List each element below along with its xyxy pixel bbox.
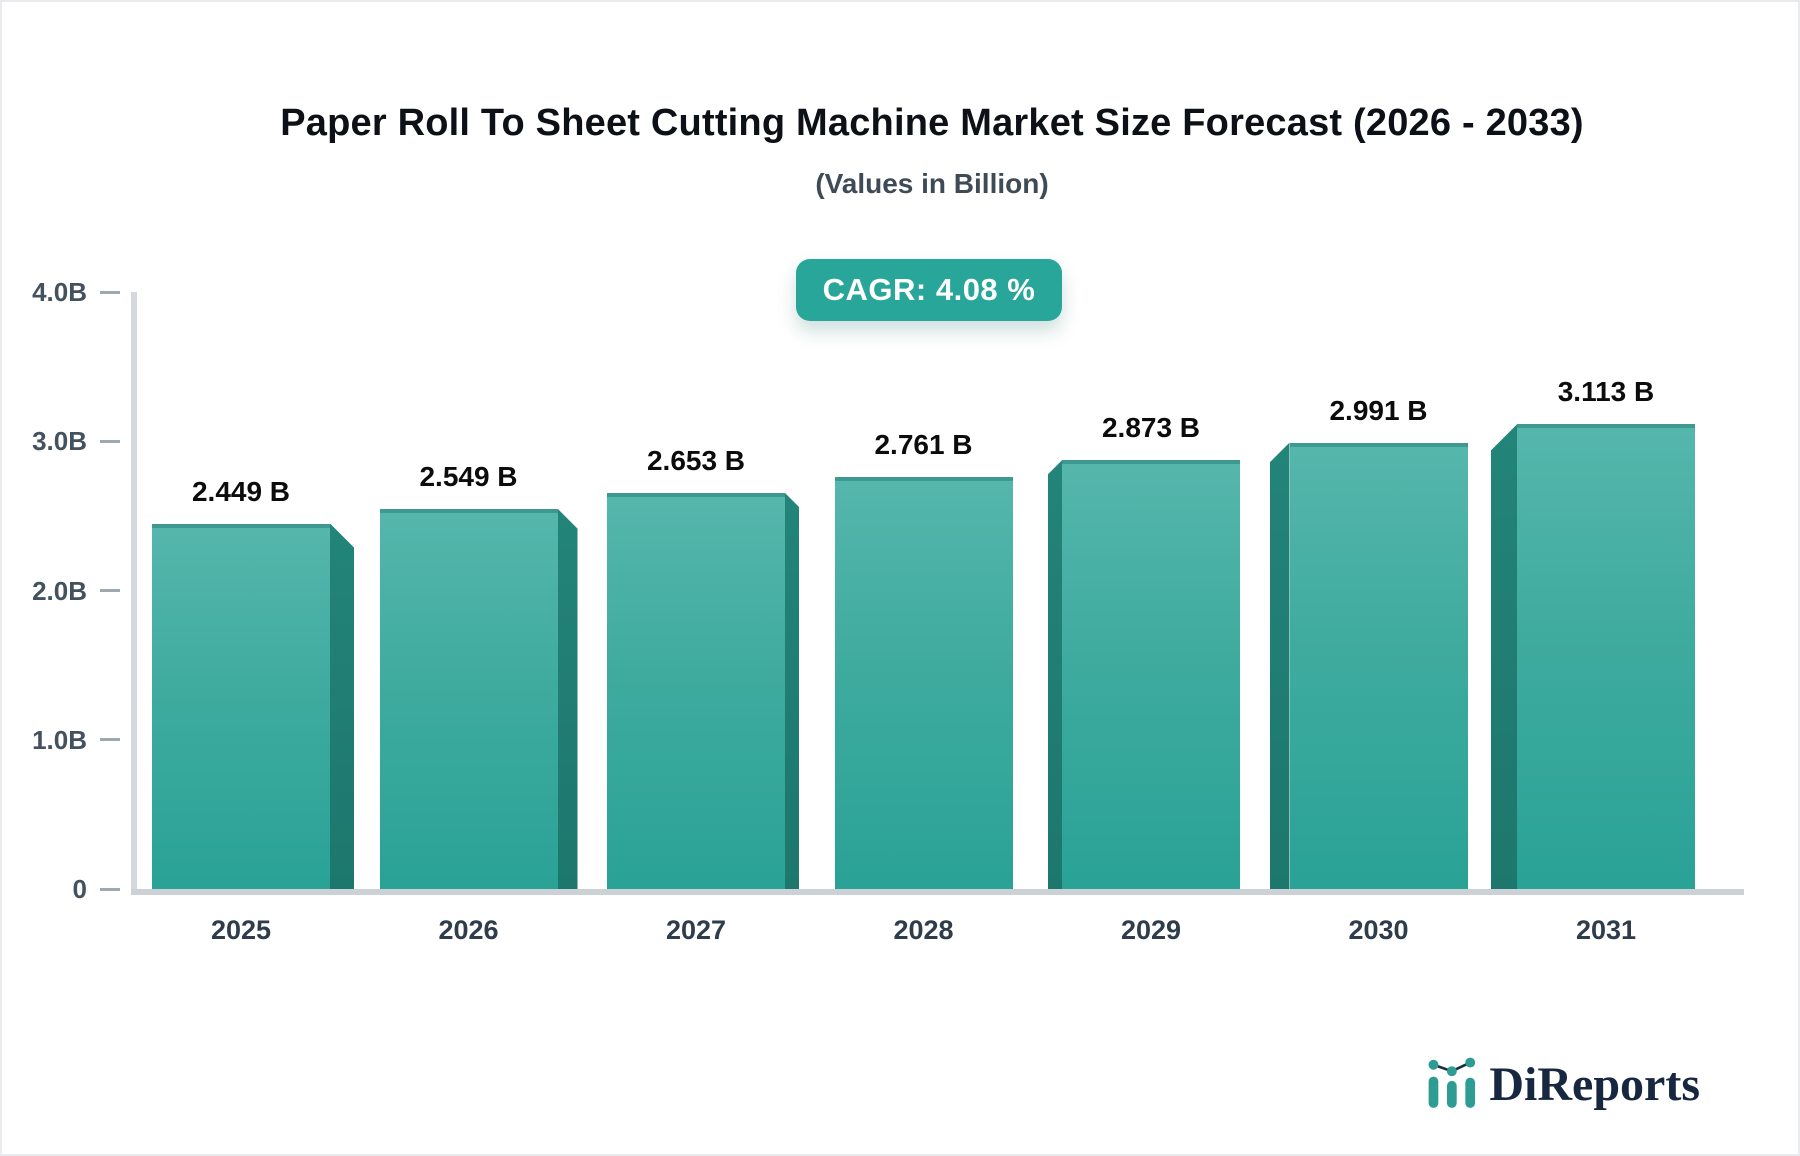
plot-area: 4.0B 3.0B 2.0B 1.0B 0 2.449 B 2025 2.549 B 2026 2… (32, 277, 1744, 945)
x-tick-label: 2029 (1120, 915, 1182, 945)
x-tick-label: 2025 (210, 915, 272, 945)
bar-2027 (607, 493, 799, 889)
bar-face (1517, 424, 1695, 889)
bar-face (834, 476, 1013, 889)
direports-logo: DiReports (1427, 1056, 1700, 1112)
x-tick-label: 2026 (438, 915, 499, 945)
y-tick-label: 4.0B (32, 277, 87, 307)
bar-3d-side (330, 523, 354, 889)
x-axis-line (131, 889, 1744, 895)
bar-value-label: 2.449 B (191, 475, 291, 507)
bar-value-label: 3.113 B (1557, 376, 1655, 408)
y-axis-line (131, 292, 137, 889)
bar-3d-side (1491, 424, 1517, 889)
bar-3d-side (1269, 442, 1290, 889)
x-tick-label: 2028 (893, 915, 954, 945)
bar-2028 (834, 476, 1013, 889)
logo-text: DiReports (1489, 1058, 1700, 1112)
bar-2029 (1048, 460, 1240, 889)
bar-2025 (152, 523, 354, 889)
x-tick-label: 2031 (1575, 915, 1637, 945)
bar-face (379, 508, 558, 889)
x-tick-label: 2030 (1348, 915, 1409, 945)
cagr-badge: CAGR: 4.08 % (796, 259, 1062, 321)
bar-face (152, 523, 330, 889)
mini-bar-line-chart-icon (1428, 1057, 1476, 1108)
bar-3d-side (557, 508, 578, 889)
y-tick-label: 1.0B (32, 724, 87, 755)
bar-2031 (1491, 424, 1695, 889)
y-tick-dash (100, 887, 120, 891)
bar-2026 (379, 508, 578, 889)
x-tick-label: 2027 (665, 915, 727, 945)
bar-2030 (1269, 442, 1468, 889)
y-tick-label: 3.0B (32, 426, 87, 457)
y-tick-dash (100, 290, 120, 294)
y-tick-dash (100, 439, 120, 443)
bar-face (1062, 460, 1240, 889)
chart-subtitle: (Values in Billion) (815, 168, 1049, 199)
bar-value-label: 2.991 B (1329, 394, 1428, 426)
bar-3d-side (1048, 460, 1062, 889)
y-tick-label: 0 (72, 874, 87, 904)
bar-value-label: 2.761 B (874, 428, 973, 460)
y-tick-dash (100, 738, 120, 742)
bar-face (1289, 442, 1468, 889)
bar-value-label: 2.873 B (1101, 412, 1201, 444)
bar-3d-side (785, 493, 799, 889)
bar-value-label: 2.549 B (419, 460, 518, 492)
y-tick-label: 2.0B (32, 575, 87, 606)
bar-value-label: 2.653 B (646, 445, 746, 477)
chart-title: Paper Roll To Sheet Cutting Machine Mark… (280, 102, 1584, 144)
bar-face (607, 493, 785, 889)
y-tick-dash (100, 589, 120, 592)
